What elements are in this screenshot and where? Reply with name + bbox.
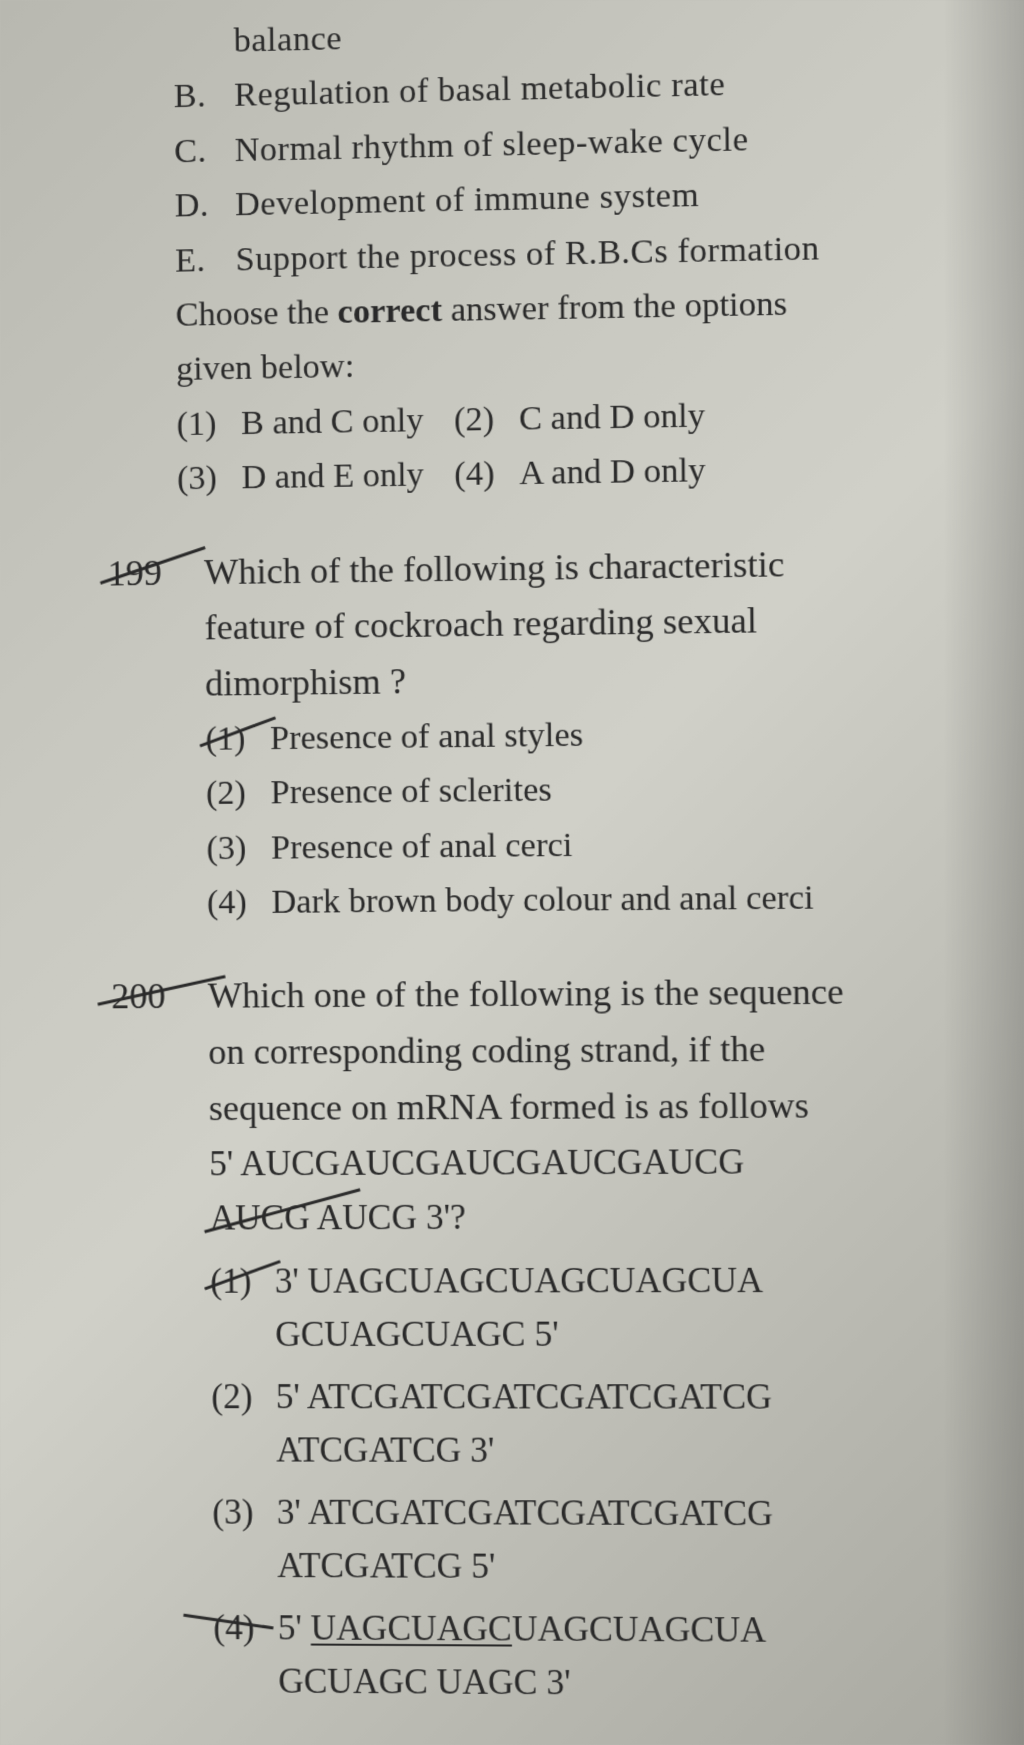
q199-choice-4: (4) Dark brown body colour and anal cerc… xyxy=(207,870,991,931)
option-text: balance xyxy=(233,12,342,69)
q198-choice-3: (3) D and E only xyxy=(177,448,424,506)
q200-seq1: 5' AUCGAUCGAUCGAUCGAUCG xyxy=(113,1134,994,1192)
q199-choice-1: (1) Presence of anal styles xyxy=(205,704,989,767)
q198-choice-4: (4) A and D only xyxy=(454,444,706,503)
q199-number: 199 xyxy=(107,545,181,714)
q198-choice-1: (1) B and C only xyxy=(176,394,423,453)
option-marker: E. xyxy=(175,233,218,288)
q200-seq2: AUCG AUCG 3'? xyxy=(113,1189,994,1246)
q200-choice-3: (3) 3' ATCGATCGATCGATCGATCG ATCGATCG 5' xyxy=(212,1487,997,1596)
question-199: 199 Which of the following is characteri… xyxy=(107,533,990,931)
question-200: 200 Which one of the following is the se… xyxy=(111,964,998,1713)
q200-number: 200 xyxy=(111,969,185,1137)
q198-choice-2: (2) C and D only xyxy=(454,389,706,448)
option-marker: C. xyxy=(174,124,217,179)
option-marker: B. xyxy=(174,70,217,125)
q200-choice-4: (4) 5' UAGCUAGCUAGCUAGCUA GCUAGC UAGC 3' xyxy=(213,1602,998,1712)
option-marker: D. xyxy=(174,179,217,234)
q200-text: Which one of the following is the sequen… xyxy=(208,964,993,1137)
q199-choice-3: (3) Presence of anal cerci xyxy=(206,814,990,876)
q199-choice-2: (2) Presence of sclerites xyxy=(206,759,990,822)
q200-choice-2: (2) 5' ATCGATCGATCGATCGATCG ATCGATCG 3' xyxy=(211,1371,996,1478)
q199-text: Which of the following is characteristic… xyxy=(204,533,989,712)
q200-choice-1: (1) 3' UAGCUAGCUAGCUAGCUA GCUAGCUAGC 5' xyxy=(210,1255,995,1362)
option-text: Development of immune system xyxy=(235,169,700,233)
